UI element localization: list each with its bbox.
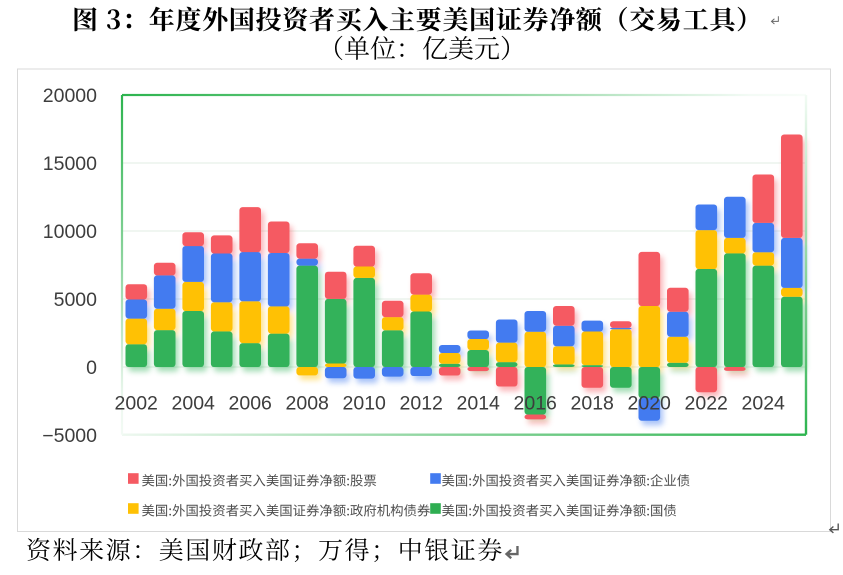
svg-text:2024: 2024 (742, 393, 786, 415)
svg-text:20000: 20000 (43, 85, 97, 107)
svg-text:2006: 2006 (229, 393, 272, 415)
svg-text:2002: 2002 (115, 393, 158, 415)
svg-text:2022: 2022 (685, 393, 728, 415)
svg-text:15000: 15000 (43, 153, 97, 175)
svg-text:2012: 2012 (400, 393, 443, 415)
svg-text:−5000: −5000 (42, 425, 97, 447)
svg-text:2018: 2018 (571, 393, 614, 415)
svg-text:2020: 2020 (628, 393, 672, 415)
svg-text:10000: 10000 (43, 221, 97, 243)
svg-text:2004: 2004 (172, 393, 216, 415)
svg-text:2014: 2014 (457, 393, 501, 415)
svg-text:2008: 2008 (286, 393, 329, 415)
svg-text:5000: 5000 (54, 289, 98, 311)
svg-text:2016: 2016 (514, 393, 557, 415)
svg-text:0: 0 (86, 357, 97, 379)
svg-text:2010: 2010 (343, 393, 387, 415)
